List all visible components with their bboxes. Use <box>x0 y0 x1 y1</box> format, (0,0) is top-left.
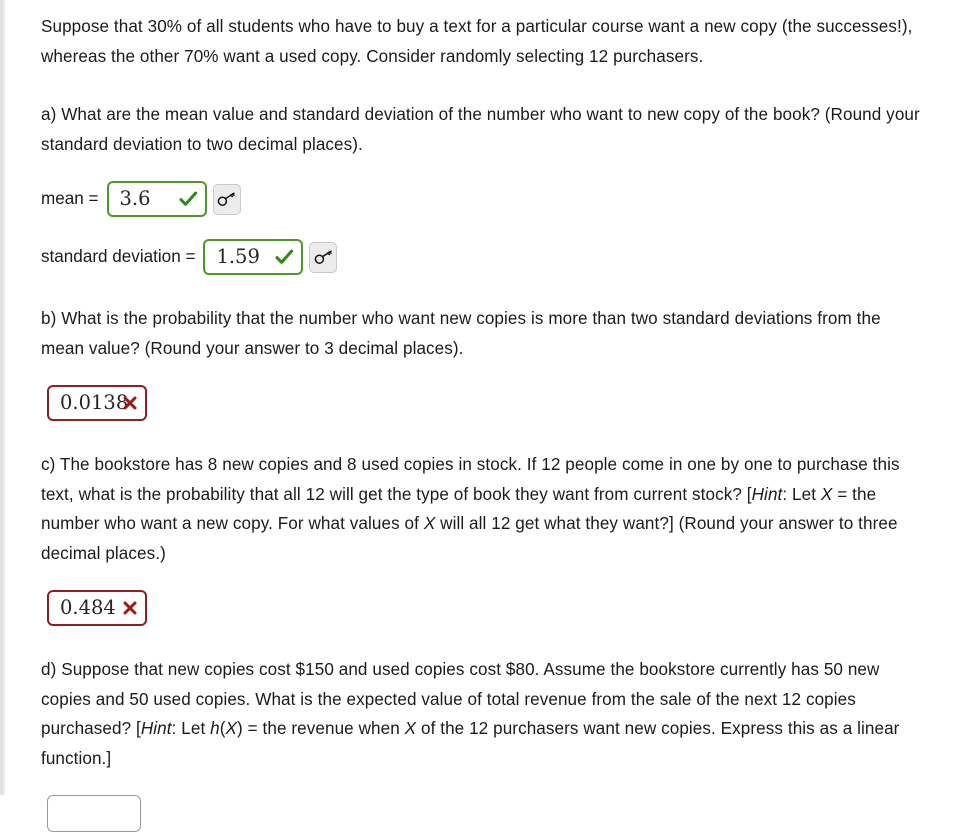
part-c-hint-label: Hint <box>751 484 783 504</box>
part-c-input[interactable]: 0.484 <box>47 590 147 626</box>
standard-deviation-label: standard deviation = <box>41 247 196 266</box>
intro-paragraph: Suppose that 30% of all students who hav… <box>41 12 925 71</box>
intro-line-2: (the successes!), whereas the other 70% … <box>41 17 913 66</box>
part-c-answer-row: 0.484 <box>47 590 925 626</box>
mean-input[interactable]: 3.6 <box>106 181 207 217</box>
mean-answer-row: mean = 3.6 <box>41 181 925 217</box>
question-page: Suppose that 30% of all students who hav… <box>41 0 925 832</box>
part-d-variable-x-1: X <box>225 719 238 738</box>
part-c-variable-x-2: X <box>423 514 436 533</box>
part-b-value: 0.0138 <box>60 391 129 415</box>
part-d-hint-label: Hint <box>140 719 172 738</box>
part-c-value: 0.484 <box>60 596 116 620</box>
part-d-prompt: d) Suppose that new copies cost $150 and… <box>41 655 925 773</box>
part-b-input[interactable]: 0.0138 <box>47 385 147 421</box>
part-d-text-4: of the 12 purchasers want new copies. Ex… <box>41 719 900 768</box>
part-d-input[interactable] <box>47 795 141 832</box>
standard-deviation-input[interactable]: 1.59 <box>203 239 304 275</box>
part-a-prompt: a) What are the mean value and standard … <box>41 105 920 154</box>
standard-deviation-value: 1.59 <box>216 245 260 269</box>
part-d-variable-x-2: X <box>404 719 417 738</box>
part-c-variable-x-1: X <box>820 484 833 504</box>
checkmark-icon <box>275 249 294 266</box>
checkmark-icon <box>178 191 198 208</box>
intro-line-1: Suppose that 30% of all students who hav… <box>41 17 777 36</box>
part-d-paren-open: ( <box>219 719 226 738</box>
part-c-text-4: will all 12 get what they want?] (Round … <box>41 514 898 563</box>
part-c-text-1: c) The bookstore has 8 new copies and 8 … <box>41 455 900 504</box>
key-icon-button-mean[interactable] <box>212 183 241 215</box>
part-d-text-1: d) Suppose that new copies cost $150 and… <box>41 660 880 738</box>
part-c-text-3: = the number who want a new copy. For wh… <box>41 484 877 534</box>
part-b-answer-row: 0.0138 <box>47 385 925 421</box>
key-icon <box>217 192 236 207</box>
part-c-prompt: c) The bookstore has 8 new copies and 8 … <box>41 450 925 568</box>
mean-label: mean = <box>41 189 99 208</box>
part-d-text-3: ) = the revenue when <box>237 719 405 738</box>
part-d-function-h: h <box>210 719 220 738</box>
x-mark-icon <box>122 395 138 411</box>
mean-value: 3.6 <box>119 187 151 211</box>
left-panel-edge <box>0 0 5 795</box>
part-b-prompt: b) What is the probability that the numb… <box>41 309 881 358</box>
part-d-text-2: : Let <box>171 719 211 738</box>
standard-deviation-answer-row: standard deviation = 1.59 <box>41 239 925 275</box>
part-d-answer-row <box>47 795 925 832</box>
part-c-text-2: : Let <box>782 484 821 504</box>
x-mark-icon <box>122 600 138 616</box>
key-icon-button-standard-deviation[interactable] <box>309 241 338 273</box>
intro-line-3: purchasers. <box>613 46 704 66</box>
key-icon <box>314 250 333 265</box>
